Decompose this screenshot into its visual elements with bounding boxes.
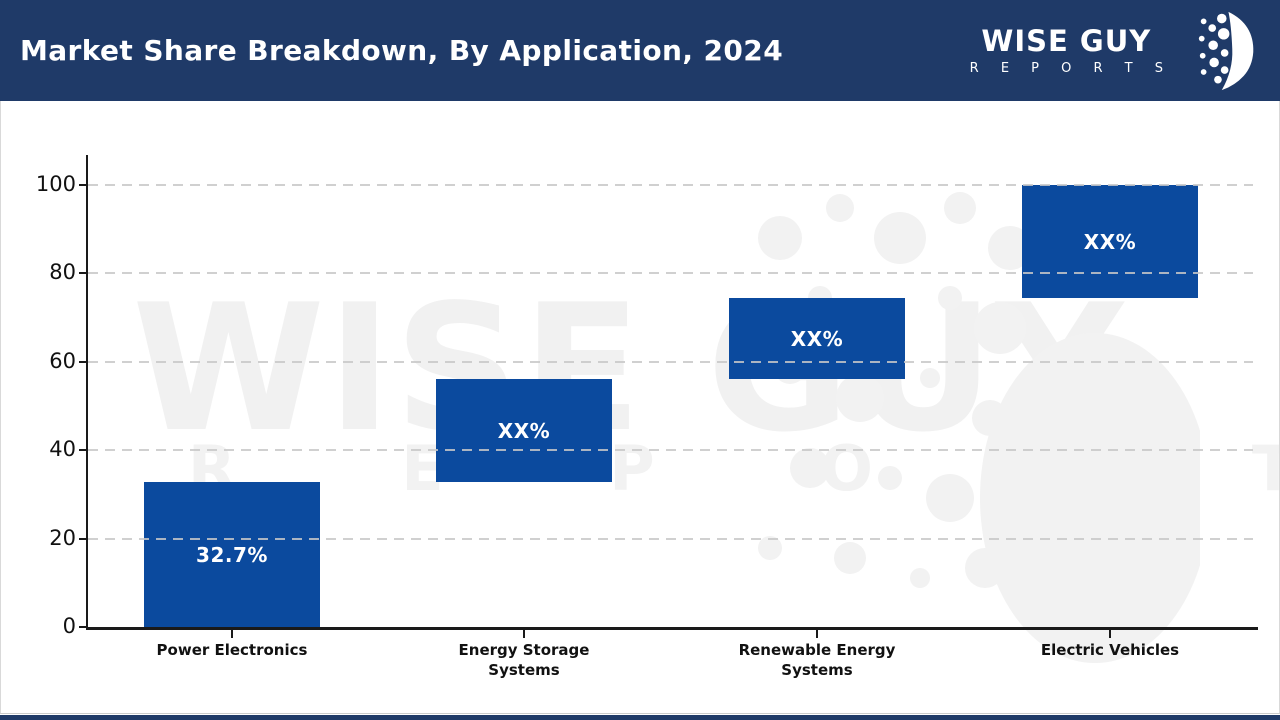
y-tick-mark-40: [79, 449, 88, 452]
x-axis-label-power-electronics: Power Electronics: [156, 641, 308, 659]
gridline-80: [88, 272, 1253, 275]
y-tick-mark-100: [79, 184, 88, 186]
bar-value-label-energy-storage-systems: XX%: [497, 418, 551, 443]
logo-subtitle: R E P O R T S: [969, 60, 1172, 76]
gridline-40: [88, 449, 1253, 452]
bar-electric-vehicles: XX%: [1022, 185, 1198, 299]
header-bar: Market Share Breakdown, By Application, …: [0, 0, 1280, 101]
x-axis-label-energy-storage-systems: Energy Storage Systems: [458, 641, 590, 680]
chart-title: Market Share Breakdown, By Application, …: [20, 34, 784, 67]
y-tick-mark-80: [79, 272, 88, 275]
y-tick-mark-60: [79, 360, 88, 363]
logo-text: WISE GUY R E P O R T S: [961, 23, 1172, 76]
y-axis-tick-80: 80: [49, 260, 76, 285]
y-tick-mark-20: [79, 537, 88, 540]
y-axis-spine: [86, 155, 88, 629]
y-axis-tick-60: 60: [49, 348, 76, 373]
bar-renewable-energy-systems: XX%: [729, 298, 905, 380]
gridline-100: [88, 184, 1253, 186]
gridline-60: [88, 360, 1253, 363]
logo-face-icon: [1198, 11, 1254, 90]
wiseguy-logo: WISE GUY R E P O R T S: [961, 9, 1260, 93]
x-axis-label-electric-vehicles: Electric Vehicles: [1040, 641, 1180, 659]
y-axis-tick-40: 40: [49, 437, 76, 462]
footer-bar: [0, 715, 1280, 720]
figure-border-left: [0, 101, 1, 714]
bar-value-label-renewable-energy-systems: XX%: [790, 326, 844, 351]
x-tick-mark-power-electronics: [231, 630, 233, 638]
x-tick-mark-energy-storage-systems: [523, 630, 525, 638]
x-tick-mark-renewable-energy-systems: [816, 630, 818, 638]
y-axis-tick-20: 20: [49, 525, 76, 550]
figure-border-bottom: [0, 713, 1280, 714]
logo-wordmark: WISE GUY: [981, 23, 1152, 58]
bar-power-electronics: 32.7%: [144, 482, 320, 627]
y-axis-tick-100: 100: [35, 172, 76, 196]
x-tick-mark-electric-vehicles: [1109, 630, 1111, 638]
y-tick-mark-0: [79, 626, 88, 628]
x-axis-label-renewable-energy-systems: Renewable Energy Systems: [738, 641, 896, 680]
gridline-20: [88, 537, 1253, 540]
y-axis-tick-0: 0: [62, 614, 76, 638]
x-axis-spine: [86, 627, 1258, 630]
bar-value-label-electric-vehicles: XX%: [1083, 229, 1137, 254]
bar-energy-storage-systems: XX%: [436, 379, 612, 483]
bar-value-label-power-electronics: 32.7%: [196, 542, 268, 567]
